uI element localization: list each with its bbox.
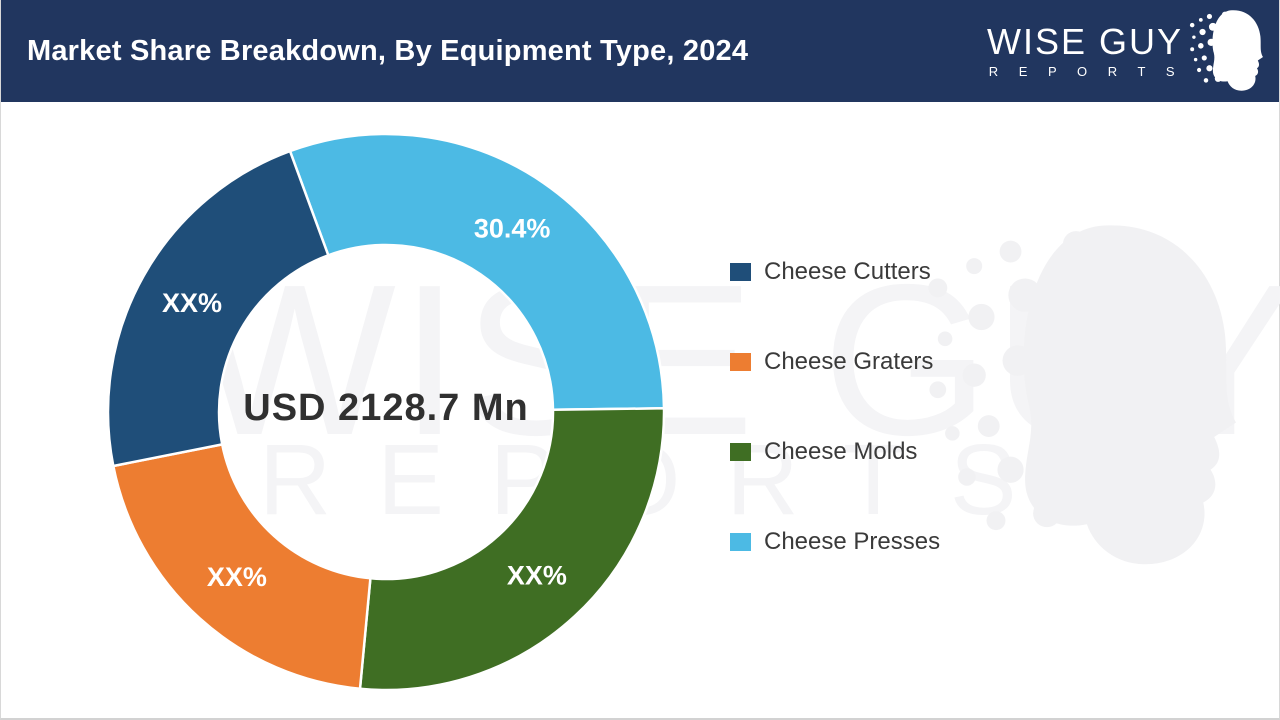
logo-subtitle: R E P O R T S bbox=[988, 63, 1183, 79]
pie-segment-cheese-graters bbox=[112, 443, 372, 691]
legend-swatch-cheese-presses bbox=[730, 533, 751, 551]
legend-label-cheese-presses: Cheese Presses bbox=[764, 528, 941, 555]
donut-chart: 30.4% XX% XX% XX% bbox=[106, 132, 666, 692]
logo-face-icon bbox=[1189, 10, 1263, 91]
legend-label-cheese-cutters: Cheese Cutters bbox=[764, 258, 931, 285]
legend-swatch-cheese-cutters bbox=[730, 263, 751, 281]
header-bar: Market Share Breakdown, By Equipment Typ… bbox=[1, 0, 1279, 102]
legend-label-cheese-molds: Cheese Molds bbox=[764, 438, 918, 465]
legend-item-cheese-presses: Cheese Presses bbox=[730, 528, 940, 556]
logo-text: WISE GUY R E P O R T S bbox=[986, 20, 1183, 79]
pie-label-cheese-presses: 30.4% bbox=[474, 214, 551, 244]
pie-label-cheese-cutters: XX% bbox=[162, 288, 222, 318]
pie-label-cheese-graters: XX% bbox=[207, 562, 267, 592]
chart-center-value: USD 2128.7 Mn bbox=[243, 387, 529, 429]
pie-segment-cheese-presses bbox=[288, 132, 666, 412]
watermark-face-icon bbox=[928, 225, 1236, 565]
pie-segment-cheese-cutters bbox=[106, 149, 330, 468]
pie-label-cheese-molds: XX% bbox=[507, 561, 567, 591]
legend-label-cheese-graters: Cheese Graters bbox=[764, 348, 934, 375]
pie-segment-cheese-molds bbox=[358, 407, 666, 692]
logo: WISE GUY R E P O R T S bbox=[987, 7, 1263, 95]
legend-item-cheese-cutters: Cheese Cutters bbox=[730, 258, 940, 286]
legend-item-cheese-graters: Cheese Graters bbox=[730, 348, 940, 376]
legend-swatch-cheese-molds bbox=[730, 443, 751, 461]
legend-swatch-cheese-graters bbox=[730, 353, 751, 371]
page-title: Market Share Breakdown, By Equipment Typ… bbox=[27, 34, 749, 67]
chart-legend: Cheese Cutters Cheese Graters Cheese Mol… bbox=[730, 258, 940, 618]
legend-item-cheese-molds: Cheese Molds bbox=[730, 438, 940, 466]
logo-wordmark: WISE GUY bbox=[986, 20, 1183, 62]
